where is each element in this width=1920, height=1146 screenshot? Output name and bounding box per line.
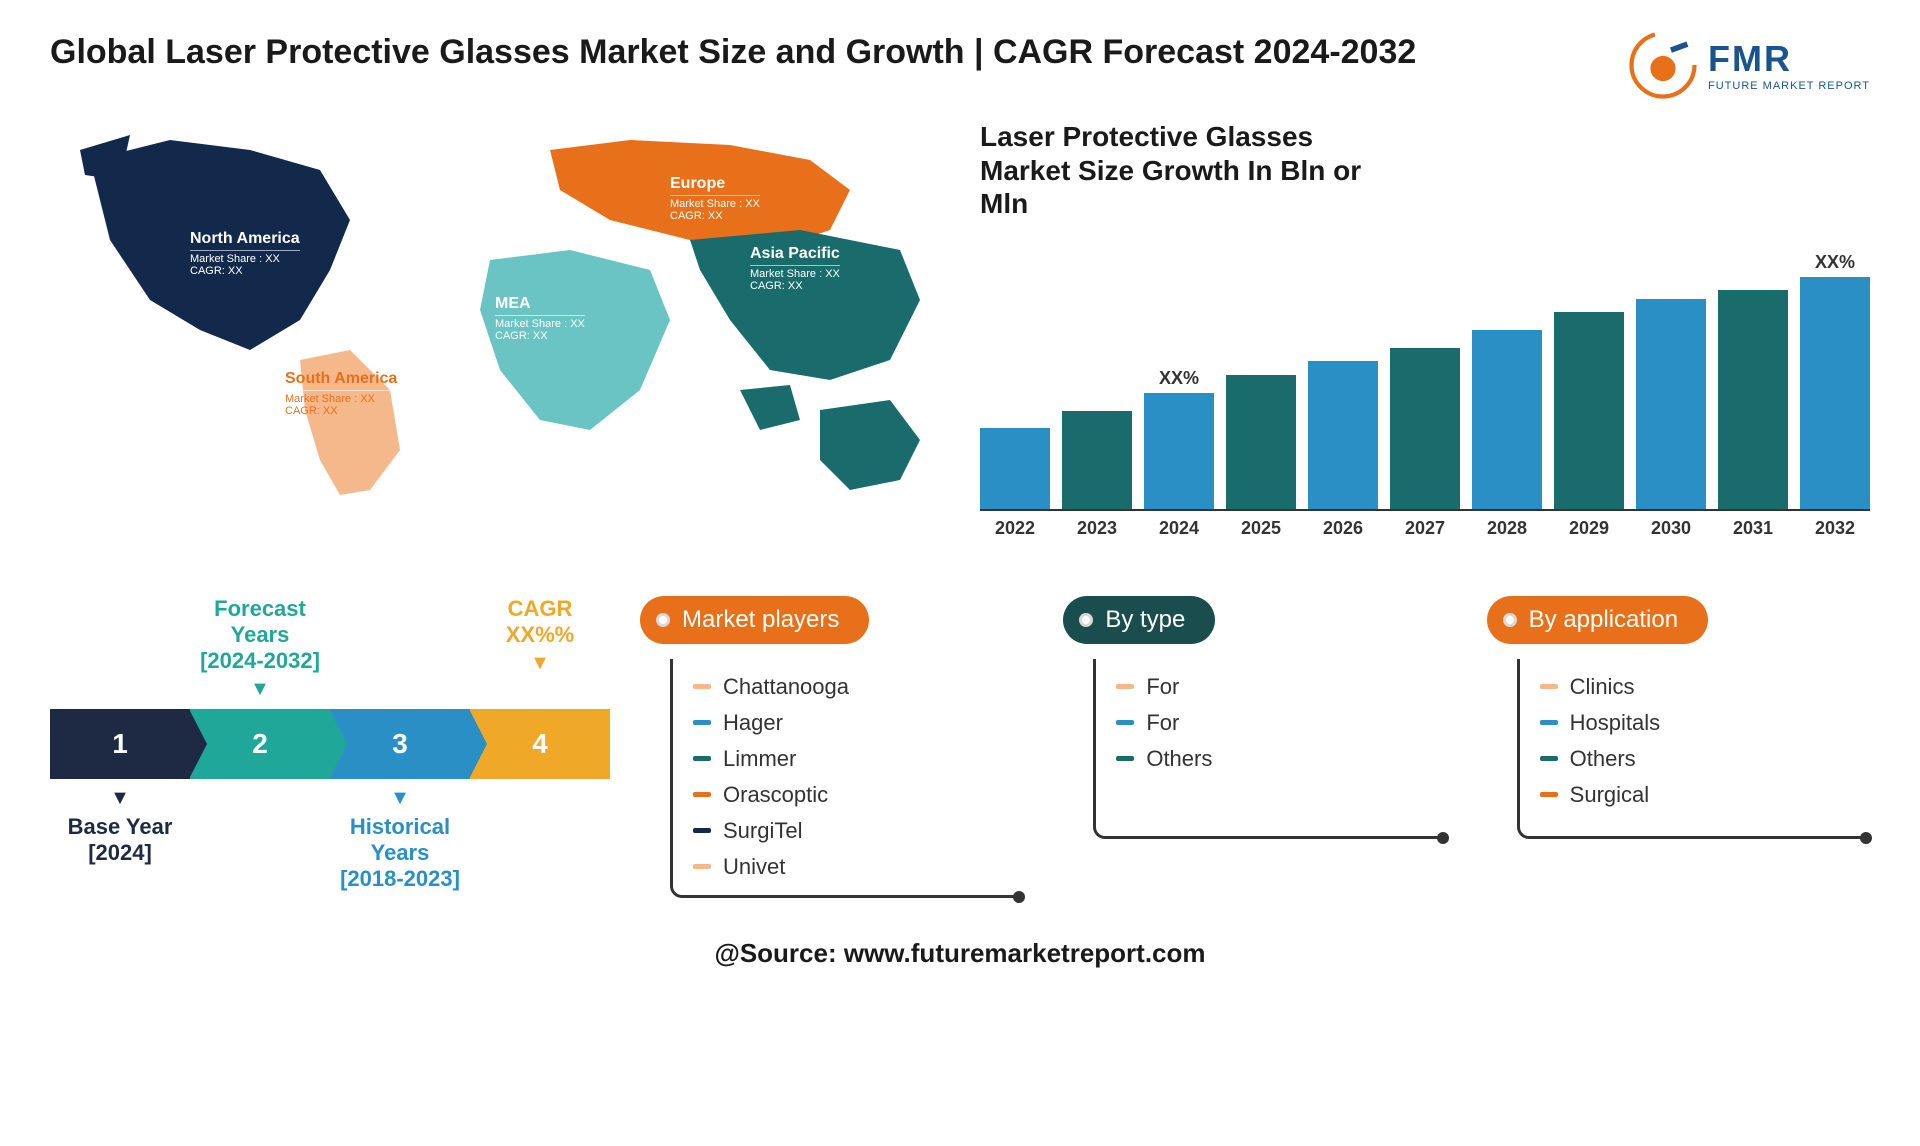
bar-chart-area: Laser Protective Glasses Market Size Gro… [980,120,1870,546]
bar-2029: 2029 [1554,312,1624,508]
logo-main: FMR [1708,38,1870,80]
timeline-bottom-label-0: ▼Base Year[2024] [50,787,190,892]
logo: FMR FUTURE MARKET REPORT [1628,30,1870,100]
segment-1: By typeForForOthers [1063,596,1446,898]
timeline: Forecast Years[2024-2032]▼ CAGRXX%%▼ 1234… [50,596,610,892]
segment-item: Univet [693,849,1003,885]
segment-item: Limmer [693,741,1003,777]
timeline-bottom-label-3 [470,787,610,892]
chart-title: Laser Protective Glasses Market Size Gro… [980,120,1380,221]
segment-item: Hospitals [1540,705,1850,741]
segment-pill: By type [1063,596,1215,644]
timeline-top-label-1: Forecast Years[2024-2032]▼ [190,596,330,701]
timeline-segment-1: 1 [50,709,190,779]
region-label-sa: South AmericaMarket Share : XXCAGR: XX [285,370,397,417]
segment-item: Others [1116,741,1426,777]
segment-pill: By application [1487,596,1708,644]
bar-2023: 2023 [1062,411,1132,509]
segment-item: Clinics [1540,669,1850,705]
bar-2028: 2028 [1472,330,1542,509]
timeline-segment-2: 2 [190,709,330,779]
bar-2026: 2026 [1308,361,1378,508]
bar-2027: 2027 [1390,348,1460,509]
bar-2031: 2031 [1718,290,1788,509]
segment-item: Others [1540,741,1850,777]
fmr-logo-icon [1628,30,1698,100]
timeline-top-label-2 [330,596,470,701]
segment-pill: Market players [640,596,869,644]
timeline-bottom-label-2: ▼Historical Years[2018-2023] [330,787,470,892]
segment-item: Hager [693,705,1003,741]
segment-item: Surgical [1540,777,1850,813]
lower-section: Forecast Years[2024-2032]▼ CAGRXX%%▼ 1234… [0,556,1920,908]
logo-sub: FUTURE MARKET REPORT [1708,80,1870,92]
segment-item: Chattanooga [693,669,1003,705]
bar-chart: 20222023XX%20242025202620272028202920302… [980,231,1870,511]
region-label-eu: EuropeMarket Share : XXCAGR: XX [670,175,760,222]
segment-item: Orascoptic [693,777,1003,813]
page-title: Global Laser Protective Glasses Market S… [50,30,1416,74]
segment-0: Market players ChattanoogaHagerLimmerOras… [640,596,1023,898]
segment-item: For [1116,669,1426,705]
bar-2024: XX%2024 [1144,393,1214,509]
bar-2032: XX%2032 [1800,277,1870,509]
timeline-segment-3: 3 [330,709,470,779]
upper-section: North AmericaMarket Share : XXCAGR: XX So… [0,110,1920,556]
timeline-segment-4: 4 [470,709,610,779]
segment-item: For [1116,705,1426,741]
world-map: North AmericaMarket Share : XXCAGR: XX So… [50,120,950,500]
region-label-na: North AmericaMarket Share : XXCAGR: XX [190,230,300,277]
bar-2022: 2022 [980,428,1050,508]
bar-2030: 2030 [1636,299,1706,509]
timeline-bottom-label-1 [190,787,330,892]
header: Global Laser Protective Glasses Market S… [0,0,1920,110]
region-label-ap: Asia PacificMarket Share : XXCAGR: XX [750,245,840,292]
timeline-top-label-0 [50,596,190,701]
region-label-mea: MEAMarket Share : XXCAGR: XX [495,295,585,342]
timeline-top-label-3: CAGRXX%%▼ [470,596,610,701]
footer-source: @Source: www.futuremarketreport.com [0,908,1920,999]
segment-2: By application ClinicsHospitalsOthersSurg… [1487,596,1870,898]
bar-2025: 2025 [1226,375,1296,509]
segment-item: SurgiTel [693,813,1003,849]
